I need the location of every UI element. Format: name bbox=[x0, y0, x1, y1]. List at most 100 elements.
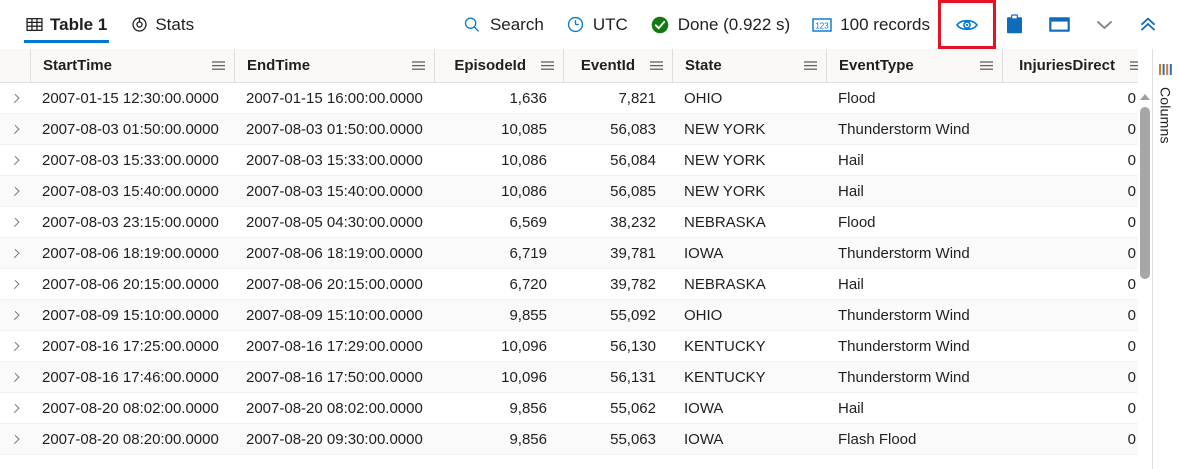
cell-eventid: 56,131 bbox=[610, 368, 656, 386]
cell-endtime: 2007-08-03 01:50:00.0000 bbox=[246, 120, 423, 138]
table-row[interactable]: 2007-08-03 15:33:00.0000 2007-08-03 15:33… bbox=[0, 145, 1152, 176]
columns-rail[interactable]: Columns bbox=[1152, 49, 1178, 469]
table-row[interactable]: 2007-08-06 20:15:00.0000 2007-08-06 20:15… bbox=[0, 269, 1152, 300]
cell-eventid: 56,083 bbox=[610, 120, 656, 138]
columns-rail-label: Columns bbox=[1157, 87, 1174, 144]
record-count-label: 100 records bbox=[840, 14, 930, 34]
column-header-eventtype[interactable]: EventType bbox=[826, 49, 1002, 82]
table-row[interactable]: 2007-08-20 08:20:00.0000 2007-08-20 09:30… bbox=[0, 424, 1152, 455]
cell-starttime: 2007-08-06 20:15:00.0000 bbox=[42, 275, 219, 293]
table-row[interactable]: 2007-08-20 08:02:00.0000 2007-08-20 08:02… bbox=[0, 393, 1152, 424]
cell-starttime: 2007-08-03 23:15:00.0000 bbox=[42, 213, 219, 231]
hamburger-menu-icon[interactable] bbox=[532, 59, 555, 72]
table-row[interactable]: 2007-08-03 01:50:00.0000 2007-08-03 01:50… bbox=[0, 114, 1152, 145]
cell-injuriesdirect: 0 bbox=[1127, 337, 1136, 355]
hamburger-menu-icon[interactable] bbox=[203, 59, 226, 72]
cell-eventtype: Thunderstorm Wind bbox=[838, 337, 970, 355]
cell-eventtype: Hail bbox=[838, 275, 864, 293]
cell-eventtype: Thunderstorm Wind bbox=[838, 368, 970, 386]
tab-stats[interactable]: Stats bbox=[119, 0, 206, 49]
cell-state: NEBRASKA bbox=[684, 275, 766, 293]
cell-episodeid: 10,096 bbox=[501, 337, 547, 355]
results-grid: StartTime EndTime EpisodeId EventId State Eve… bbox=[0, 49, 1152, 469]
column-header-starttime[interactable]: StartTime bbox=[30, 49, 234, 82]
scrollbar-thumb[interactable] bbox=[1140, 107, 1150, 279]
hamburger-menu-icon[interactable] bbox=[795, 59, 818, 72]
cell-starttime: 2007-08-09 15:10:00.0000 bbox=[42, 306, 219, 324]
columns-icon bbox=[1158, 63, 1173, 81]
column-header-eventid[interactable]: EventId bbox=[563, 49, 672, 82]
chevron-right-icon[interactable] bbox=[0, 300, 30, 330]
chevron-right-icon[interactable] bbox=[0, 269, 30, 299]
cell-eventtype: Thunderstorm Wind bbox=[838, 306, 970, 324]
column-header-label: EventId bbox=[580, 57, 635, 74]
cell-state: NEW YORK bbox=[684, 182, 766, 200]
query-status: Done (0.922 s) bbox=[639, 7, 801, 43]
search-button[interactable]: Search bbox=[451, 7, 555, 43]
chevron-right-icon[interactable] bbox=[0, 424, 30, 454]
column-header-endtime[interactable]: EndTime bbox=[234, 49, 434, 82]
table-row[interactable]: 2007-08-03 23:15:00.0000 2007-08-05 04:30… bbox=[0, 207, 1152, 238]
table-row[interactable]: 2007-08-03 15:40:00.0000 2007-08-03 15:40… bbox=[0, 176, 1152, 207]
chevron-right-icon[interactable] bbox=[0, 393, 30, 423]
cell-injuriesdirect: 0 bbox=[1127, 275, 1136, 293]
hamburger-menu-icon[interactable] bbox=[641, 59, 664, 72]
column-header-episodeid[interactable]: EpisodeId bbox=[434, 49, 563, 82]
scroll-up-arrow-icon[interactable] bbox=[1140, 94, 1150, 100]
collapse-panel-button[interactable] bbox=[1126, 7, 1170, 43]
chevron-right-icon[interactable] bbox=[0, 331, 30, 361]
results-toolbar: Table 1 Stats bbox=[0, 0, 1178, 49]
column-header-label: EventType bbox=[839, 57, 914, 74]
panel-layout-button[interactable] bbox=[1036, 7, 1083, 43]
chevron-right-icon[interactable] bbox=[0, 176, 30, 206]
cell-injuriesdirect: 0 bbox=[1127, 368, 1136, 386]
chevron-down-icon bbox=[1095, 18, 1114, 31]
chevron-right-icon[interactable] bbox=[0, 207, 30, 237]
chevron-right-icon[interactable] bbox=[0, 114, 30, 144]
clipboard-icon bbox=[1005, 14, 1024, 35]
cell-endtime: 2007-08-03 15:33:00.0000 bbox=[246, 151, 423, 169]
table-row[interactable]: 2007-08-09 15:10:00.0000 2007-08-09 15:10… bbox=[0, 300, 1152, 331]
cell-episodeid: 9,856 bbox=[509, 399, 547, 417]
table-row[interactable]: 2007-08-06 18:19:00.0000 2007-08-06 18:19… bbox=[0, 238, 1152, 269]
cell-starttime: 2007-08-03 15:40:00.0000 bbox=[42, 182, 219, 200]
cell-injuriesdirect: 0 bbox=[1127, 306, 1136, 324]
preview-eye-button[interactable] bbox=[938, 0, 996, 49]
cell-eventtype: Hail bbox=[838, 151, 864, 169]
cell-eventtype: Flash Flood bbox=[838, 430, 917, 448]
hamburger-menu-icon[interactable] bbox=[971, 59, 994, 72]
hamburger-menu-icon[interactable] bbox=[403, 59, 426, 72]
cell-endtime: 2007-08-09 15:10:00.0000 bbox=[246, 306, 423, 324]
cell-eventid: 55,063 bbox=[610, 430, 656, 448]
layout-options-button[interactable] bbox=[1083, 7, 1126, 43]
cell-endtime: 2007-08-20 09:30:00.0000 bbox=[246, 430, 423, 448]
chevron-right-icon[interactable] bbox=[0, 83, 30, 113]
cell-episodeid: 10,086 bbox=[501, 182, 547, 200]
panel-layout-icon bbox=[1048, 15, 1071, 34]
column-header-injuriesdirect[interactable]: InjuriesDirect bbox=[1002, 49, 1152, 82]
column-header-state[interactable]: State bbox=[672, 49, 826, 82]
table-row[interactable]: 2007-08-16 17:25:00.0000 2007-08-16 17:29… bbox=[0, 331, 1152, 362]
chevron-right-icon[interactable] bbox=[0, 145, 30, 175]
chevron-right-icon[interactable] bbox=[0, 362, 30, 392]
copy-clipboard-button[interactable] bbox=[993, 7, 1036, 43]
cell-endtime: 2007-08-06 20:15:00.0000 bbox=[246, 275, 423, 293]
cell-injuriesdirect: 0 bbox=[1127, 213, 1136, 231]
cell-injuriesdirect: 0 bbox=[1127, 430, 1136, 448]
grid-vertical-scrollbar[interactable] bbox=[1138, 49, 1152, 469]
query-status-label: Done (0.922 s) bbox=[677, 14, 791, 34]
table-row[interactable]: 2007-08-16 17:46:00.0000 2007-08-16 17:50… bbox=[0, 362, 1152, 393]
cell-state: NEBRASKA bbox=[684, 213, 766, 231]
cell-episodeid: 6,719 bbox=[509, 244, 547, 262]
tab-table-1[interactable]: Table 1 bbox=[14, 0, 119, 49]
search-label: Search bbox=[489, 14, 544, 34]
chevron-right-icon[interactable] bbox=[0, 238, 30, 268]
grid-header-row: StartTime EndTime EpisodeId EventId State Eve… bbox=[0, 49, 1152, 83]
cell-episodeid: 10,085 bbox=[501, 120, 547, 138]
cell-state: IOWA bbox=[684, 244, 724, 262]
cell-starttime: 2007-08-06 18:19:00.0000 bbox=[42, 244, 219, 262]
timezone-button[interactable]: UTC bbox=[555, 7, 639, 43]
cell-eventid: 56,084 bbox=[610, 151, 656, 169]
table-row[interactable]: 2007-01-15 12:30:00.0000 2007-01-15 16:00… bbox=[0, 83, 1152, 114]
cell-injuriesdirect: 0 bbox=[1127, 89, 1136, 107]
